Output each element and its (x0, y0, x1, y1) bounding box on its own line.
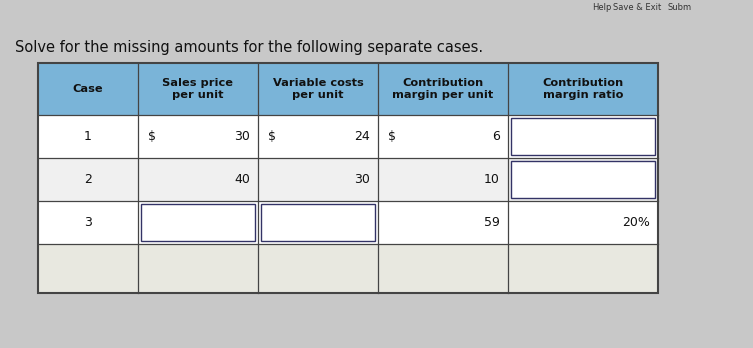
Text: Sales price
per unit: Sales price per unit (163, 78, 233, 100)
Bar (261, 204, 375, 241)
Text: 20%: 20% (622, 216, 650, 229)
Text: 30: 30 (234, 130, 250, 143)
Text: 1: 1 (84, 130, 92, 143)
Text: 10: 10 (484, 173, 500, 186)
Text: Variable costs
per unit: Variable costs per unit (273, 78, 364, 100)
Bar (38, 63, 658, 115)
Text: Contribution
margin per unit: Contribution margin per unit (392, 78, 494, 100)
Bar (38, 201, 658, 244)
Text: Help: Help (592, 3, 611, 12)
Text: 3: 3 (84, 216, 92, 229)
Text: Subm: Subm (668, 3, 692, 12)
Text: Case: Case (73, 84, 103, 94)
Text: Save & Exit: Save & Exit (613, 3, 661, 12)
Text: $: $ (148, 130, 156, 143)
Text: 30: 30 (354, 173, 370, 186)
Bar (141, 204, 255, 241)
Text: Contribution
margin ratio: Contribution margin ratio (542, 78, 623, 100)
Text: 59: 59 (484, 216, 500, 229)
Bar (511, 161, 655, 198)
Bar (38, 115, 658, 158)
Bar (38, 63, 658, 293)
Text: 2: 2 (84, 173, 92, 186)
Text: Solve for the missing amounts for the following separate cases.: Solve for the missing amounts for the fo… (15, 40, 483, 55)
Text: 6: 6 (492, 130, 500, 143)
Text: 40: 40 (234, 173, 250, 186)
Bar (38, 63, 658, 293)
Text: 24: 24 (354, 130, 370, 143)
Bar (511, 118, 655, 155)
Text: $: $ (388, 130, 396, 143)
Bar (38, 158, 658, 201)
Text: $: $ (268, 130, 276, 143)
